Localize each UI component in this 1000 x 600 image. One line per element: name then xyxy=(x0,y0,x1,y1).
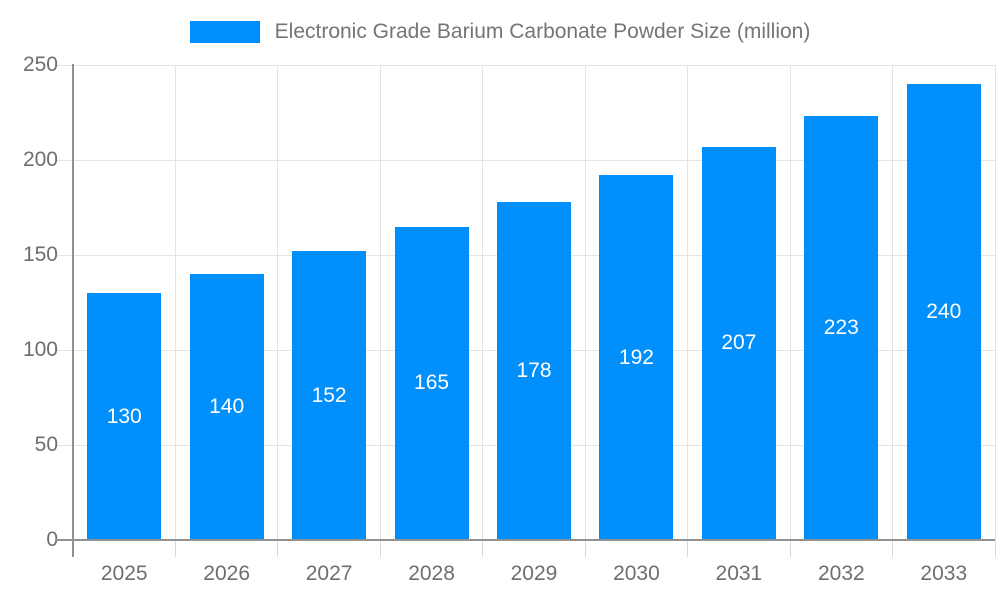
chart-legend[interactable]: Electronic Grade Barium Carbonate Powder… xyxy=(0,20,1000,44)
y-axis-line xyxy=(72,64,74,557)
bar-value-label: 223 xyxy=(823,316,859,340)
x-axis-tick-label: 2029 xyxy=(510,562,558,585)
y-axis-tick-label: 200 xyxy=(22,148,58,171)
bar-2030[interactable] xyxy=(599,175,674,540)
y-axis-tick-label: 100 xyxy=(22,338,58,361)
x-gridline xyxy=(174,65,176,540)
x-axis-tick xyxy=(584,540,586,557)
x-axis-tick xyxy=(892,540,894,557)
y-gridline xyxy=(56,64,995,66)
x-axis-tick-label: 2026 xyxy=(203,562,251,585)
y-axis-tick-label: 150 xyxy=(22,243,58,266)
x-gridline xyxy=(379,65,381,540)
bar-2029[interactable] xyxy=(497,201,571,540)
x-axis-tick xyxy=(789,540,791,557)
x-gridline xyxy=(687,65,689,540)
x-gridline xyxy=(789,65,791,540)
x-axis-tick xyxy=(994,540,996,557)
legend-swatch xyxy=(189,21,260,43)
x-gridline xyxy=(994,65,996,540)
bar-2026[interactable] xyxy=(189,274,264,540)
bar-value-label: 192 xyxy=(618,345,654,369)
y-axis-tick-label: 250 xyxy=(22,53,58,76)
bar-value-label: 240 xyxy=(926,300,962,323)
y-axis-tick-label: 50 xyxy=(34,433,58,456)
x-axis-tick-label: 2031 xyxy=(715,562,763,585)
y-gridline xyxy=(56,159,995,161)
bar-value-label: 152 xyxy=(311,383,347,407)
x-axis-tick-label: 2030 xyxy=(613,562,660,585)
x-gridline xyxy=(277,65,279,540)
bar-value-label: 178 xyxy=(516,358,552,382)
bar-2028[interactable] xyxy=(394,226,469,540)
x-axis-tick xyxy=(482,540,484,557)
bar-value-label: 165 xyxy=(414,371,450,395)
x-axis-tick xyxy=(277,540,279,557)
x-axis-tick xyxy=(687,540,689,557)
x-axis-tick-label: 2032 xyxy=(817,562,865,585)
bar-2031[interactable] xyxy=(701,146,776,540)
bar-value-label: 130 xyxy=(106,404,142,428)
chart-title: Electronic Grade Barium Carbonate Powder… xyxy=(274,20,811,43)
x-axis-line xyxy=(56,539,995,541)
x-axis-tick-label: 2033 xyxy=(920,562,968,585)
y-axis-tick-label: 0 xyxy=(46,528,58,551)
bar-2032[interactable] xyxy=(804,116,879,540)
bar-2033[interactable] xyxy=(906,84,981,540)
bar-value-label: 207 xyxy=(721,331,757,355)
bar-2025[interactable] xyxy=(87,293,162,540)
x-gridline xyxy=(482,65,484,540)
x-axis-tick-label: 2028 xyxy=(408,562,455,585)
x-axis-tick-label: 2027 xyxy=(305,562,353,585)
bar-2027[interactable] xyxy=(292,251,367,540)
bar-value-label: 140 xyxy=(209,395,245,418)
x-gridline xyxy=(584,65,586,540)
x-gridline xyxy=(892,65,894,540)
x-axis-tick xyxy=(379,540,381,557)
x-axis-tick-label: 2025 xyxy=(100,562,148,585)
x-axis-tick xyxy=(174,540,176,557)
